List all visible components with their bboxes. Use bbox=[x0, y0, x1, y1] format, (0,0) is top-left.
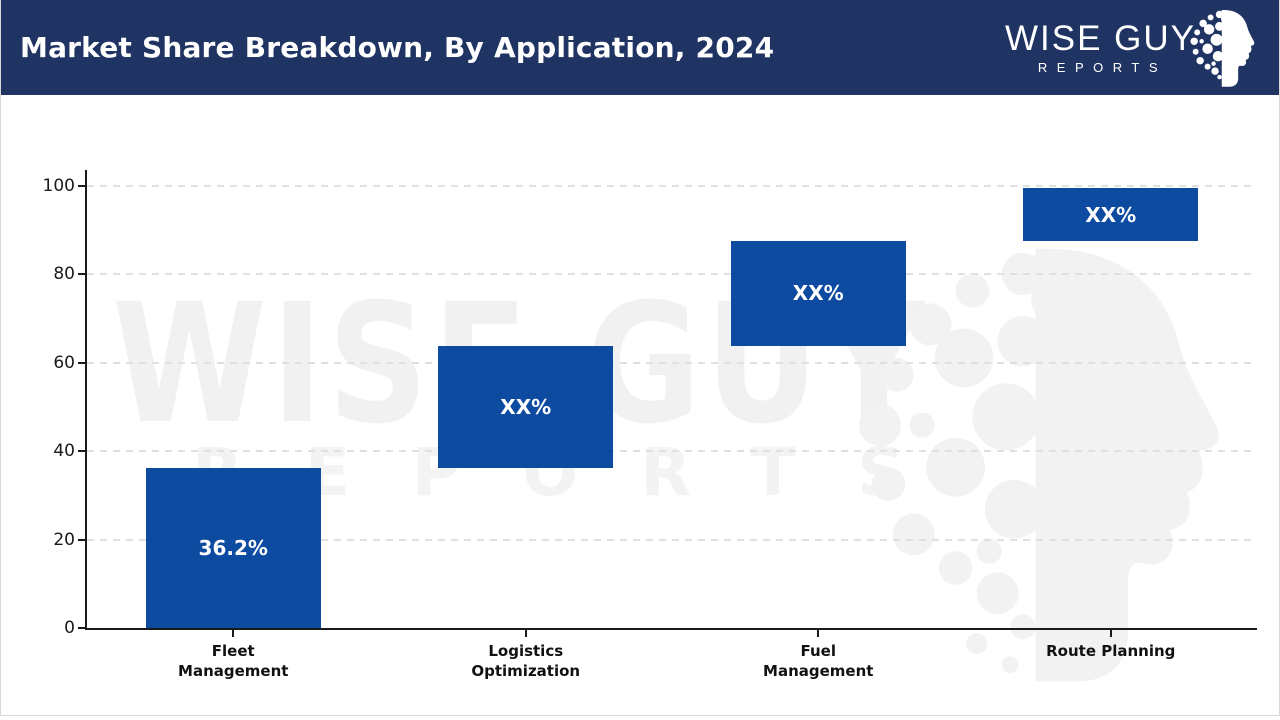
y-axis-tick bbox=[78, 538, 86, 541]
x-axis-tick bbox=[817, 628, 820, 637]
bar: XX% bbox=[730, 241, 906, 346]
y-axis-tick-label: 20 bbox=[53, 529, 75, 550]
page-title: Market Share Breakdown, By Application, … bbox=[20, 31, 775, 64]
x-axis-tick bbox=[524, 628, 527, 637]
bar-value-label: XX% bbox=[1085, 202, 1137, 227]
y-axis-tick bbox=[78, 185, 86, 187]
gridline bbox=[87, 538, 1257, 541]
y-axis-tick bbox=[78, 627, 86, 629]
gridline bbox=[87, 361, 1257, 364]
y-axis-tick-label: 0 bbox=[64, 618, 75, 638]
waterfall-chart-plot-area: 0 20 40 60 80 100 36.2% Fleet Management XX% Logi… bbox=[43, 170, 1257, 680]
gridline bbox=[87, 450, 1257, 453]
x-axis-tick bbox=[1109, 628, 1112, 637]
y-axis-tick-label: 80 bbox=[53, 264, 75, 285]
bar: 36.2% bbox=[145, 467, 321, 628]
x-axis-category-label: Fuel Management bbox=[763, 642, 874, 681]
bar: XX% bbox=[1023, 188, 1199, 242]
bar-value-label: 36.2% bbox=[198, 535, 268, 560]
y-axis-tick-label: 40 bbox=[53, 441, 75, 462]
x-axis-tick bbox=[232, 628, 235, 637]
gridline bbox=[87, 185, 1257, 187]
y-axis-tick bbox=[78, 361, 86, 364]
gridline bbox=[87, 273, 1257, 276]
x-axis-category-label: Route Planning bbox=[1046, 642, 1176, 660]
logo-wiseguy-label: WISE GUY bbox=[1004, 19, 1196, 59]
y-axis-tick-label: 60 bbox=[53, 352, 75, 373]
header-bar: Market Share Breakdown, By Application, … bbox=[0, 0, 1280, 95]
y-axis-tick-label: 100 bbox=[42, 176, 75, 196]
bar-value-label: XX% bbox=[792, 281, 844, 306]
y-axis-tick bbox=[78, 450, 86, 453]
logo-text: WISE GUY REPORTS bbox=[1004, 19, 1196, 75]
bar: XX% bbox=[438, 345, 614, 468]
logo-dotted-head-icon bbox=[1190, 9, 1255, 87]
y-axis-tick bbox=[78, 273, 86, 276]
logo-reports-label: REPORTS bbox=[1037, 59, 1168, 75]
x-axis-category-label: Fleet Management bbox=[178, 642, 289, 681]
wiseguy-logo: WISE GUY REPORTS bbox=[1005, 7, 1266, 89]
bar-value-label: XX% bbox=[500, 394, 552, 419]
x-axis-category-label: Logistics Optimization bbox=[471, 642, 581, 681]
